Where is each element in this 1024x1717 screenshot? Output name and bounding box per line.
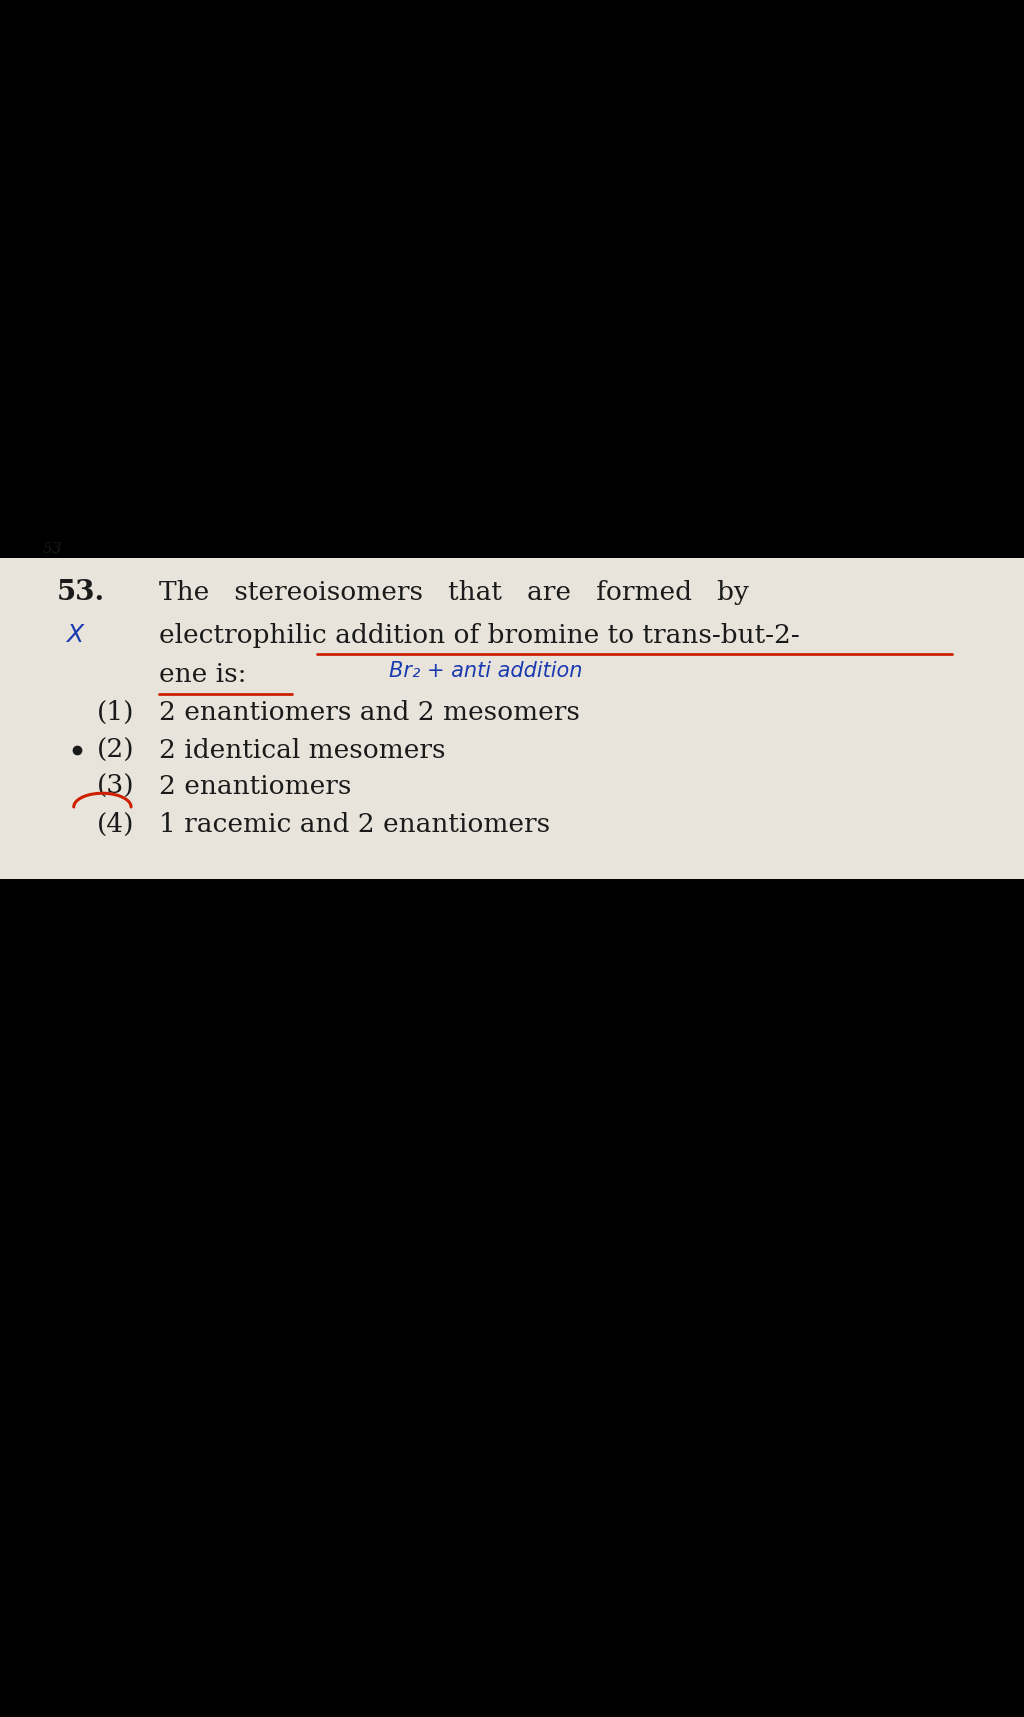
FancyBboxPatch shape (0, 558, 1024, 879)
Text: 53.: 53. (56, 579, 104, 606)
Text: ene is:: ene is: (159, 663, 246, 687)
Text: electrophilic addition of bromine to trans-but-2-: electrophilic addition of bromine to tra… (159, 623, 800, 647)
Text: The   stereoisomers   that   are   formed   by: The stereoisomers that are formed by (159, 580, 749, 604)
Text: 2 enantiomers: 2 enantiomers (159, 774, 351, 798)
Text: (4): (4) (97, 812, 135, 836)
Text: (1): (1) (97, 701, 135, 725)
Text: Br₂ + anti addition: Br₂ + anti addition (389, 661, 583, 682)
Text: (3): (3) (97, 774, 135, 798)
Text: (2): (2) (97, 738, 135, 762)
Text: 2 identical mesomers: 2 identical mesomers (159, 738, 445, 762)
Text: X: X (67, 623, 84, 647)
Text: 2 enantiomers and 2 mesomers: 2 enantiomers and 2 mesomers (159, 701, 580, 725)
Text: 1 racemic and 2 enantiomers: 1 racemic and 2 enantiomers (159, 812, 550, 836)
Text: 53: 53 (43, 543, 62, 556)
